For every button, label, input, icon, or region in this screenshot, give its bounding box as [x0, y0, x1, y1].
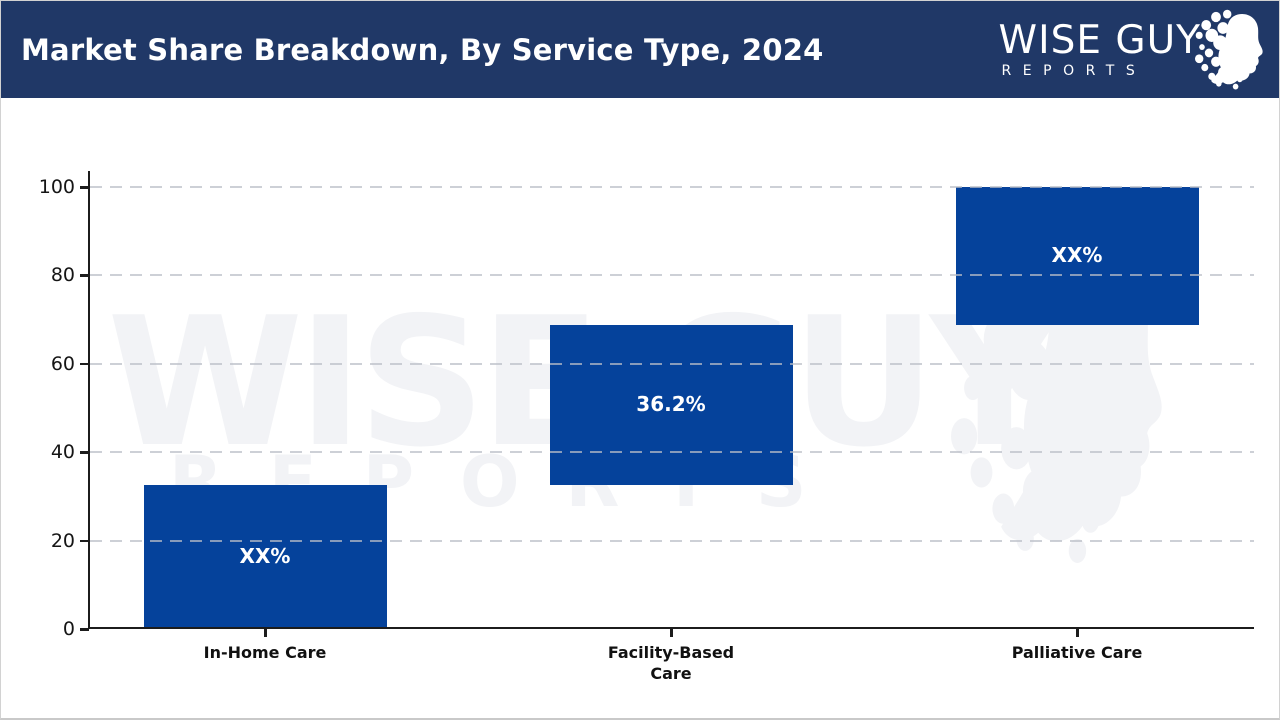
y-tick-label: 40 — [50, 441, 75, 464]
logo-wordmark-main: WISE GUY — [998, 17, 1201, 63]
gridline — [90, 539, 1254, 542]
y-tick-label: 100 — [38, 176, 75, 198]
axes-frame — [88, 171, 1254, 629]
y-tick-label: 20 — [50, 529, 75, 552]
x-tick-mark — [670, 629, 673, 637]
brand-logo: WISE GUY REPORTS — [999, 9, 1265, 91]
y-tick-label: 80 — [50, 264, 75, 287]
bar-value-label: 36.2% — [636, 391, 706, 416]
bar-segment — [549, 324, 793, 485]
gridline — [90, 451, 1254, 454]
header: Market Share Breakdown, By Service Type,… — [1, 1, 1279, 98]
y-tick-label: 0 — [62, 618, 75, 640]
gridline — [90, 274, 1254, 277]
page-title: Market Share Breakdown, By Service Type,… — [21, 32, 824, 67]
x-axis-category-label: Facility-Based Care — [607, 643, 735, 683]
y-tick-label: 60 — [50, 352, 75, 375]
logo-wordmark: WISE GUY REPORTS — [999, 21, 1201, 79]
gridline — [90, 362, 1254, 365]
y-tick-mark — [80, 274, 89, 277]
y-tick-mark — [80, 628, 89, 631]
logo-wordmark-sub: REPORTS — [1001, 62, 1147, 79]
y-tick-mark — [80, 186, 89, 189]
x-axis-category-label: In-Home Care — [203, 643, 327, 662]
gridline — [90, 186, 1254, 188]
x-axis-category-label: Palliative Care — [1011, 643, 1143, 662]
y-tick-mark — [80, 451, 89, 454]
y-tick-mark — [80, 362, 89, 366]
bar-segment — [143, 484, 387, 629]
y-tick-mark — [80, 539, 89, 543]
x-tick-mark — [1076, 629, 1079, 637]
x-tick-mark — [264, 629, 267, 637]
bar-value-label: XX% — [239, 543, 291, 568]
